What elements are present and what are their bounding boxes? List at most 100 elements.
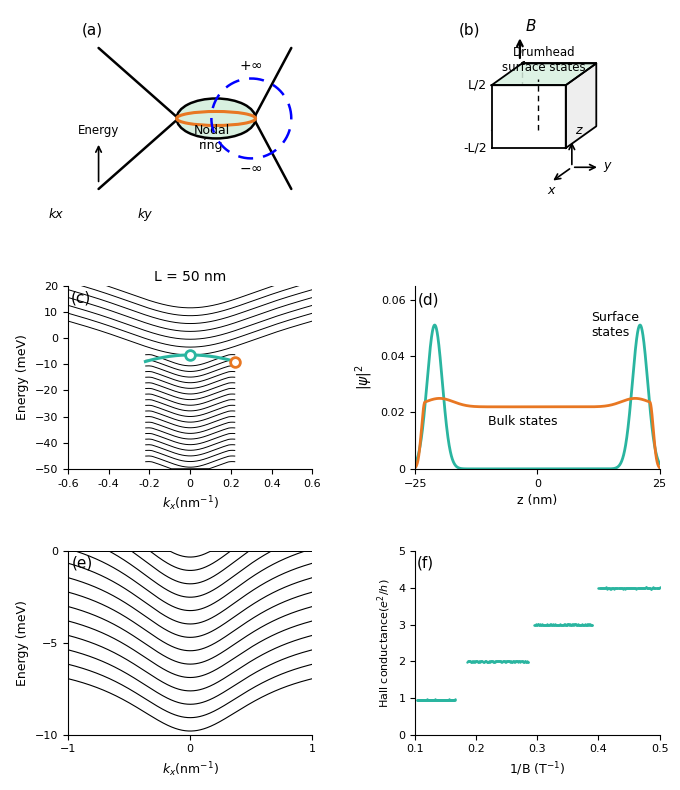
- Point: [431, 694, 442, 706]
- Point: [492, 655, 503, 668]
- Point: [515, 655, 526, 668]
- Point: [428, 694, 439, 706]
- Point: [432, 694, 443, 706]
- Point: [443, 694, 454, 706]
- Point: [626, 582, 636, 595]
- Point: [412, 694, 423, 706]
- Point: [635, 581, 646, 594]
- Point: [424, 694, 435, 706]
- Point: [601, 581, 612, 594]
- Point: [422, 694, 432, 706]
- Point: [554, 619, 564, 631]
- Point: [545, 618, 556, 630]
- Point: [483, 655, 494, 668]
- Point: [418, 693, 429, 705]
- Point: [566, 619, 577, 631]
- Point: [513, 655, 524, 668]
- Point: [475, 655, 486, 668]
- Point: [547, 619, 558, 631]
- Point: [507, 656, 517, 668]
- Point: [415, 694, 426, 706]
- Point: [443, 694, 454, 706]
- Point: [519, 655, 530, 668]
- Point: [420, 694, 430, 706]
- Point: [649, 581, 660, 594]
- Point: [534, 618, 545, 630]
- Point: [586, 619, 597, 631]
- Point: [428, 694, 439, 706]
- Text: (e): (e): [71, 556, 93, 571]
- Point: [534, 619, 545, 631]
- Point: [418, 694, 429, 706]
- Point: [483, 655, 494, 668]
- Point: [600, 581, 611, 593]
- Point: [425, 694, 436, 706]
- Point: [577, 619, 588, 631]
- Point: [578, 619, 589, 632]
- Point: [517, 655, 528, 668]
- Point: [641, 581, 651, 594]
- Point: [564, 619, 575, 631]
- Point: [622, 581, 633, 594]
- Point: [600, 581, 611, 594]
- Point: [623, 581, 634, 594]
- Point: [483, 654, 494, 667]
- Point: [564, 618, 575, 630]
- X-axis label: $k_x$(nm$^{-1}$): $k_x$(nm$^{-1}$): [162, 495, 219, 513]
- Point: [497, 655, 508, 668]
- Point: [432, 694, 443, 706]
- Point: [517, 655, 528, 668]
- Point: [442, 694, 453, 706]
- Point: [429, 694, 440, 706]
- Point: [426, 694, 437, 706]
- Point: [439, 694, 449, 706]
- Point: [645, 581, 656, 594]
- Point: [523, 655, 534, 668]
- Point: [420, 694, 431, 706]
- Point: [509, 655, 520, 668]
- Point: [438, 694, 449, 706]
- Point: [421, 693, 432, 705]
- Point: [432, 694, 443, 706]
- Point: [471, 655, 481, 668]
- Point: [426, 694, 437, 706]
- Point: [494, 655, 505, 668]
- Point: [625, 582, 636, 595]
- Point: [420, 694, 431, 706]
- Point: [441, 694, 452, 706]
- Point: [429, 694, 440, 706]
- Point: [496, 656, 507, 668]
- Point: [567, 618, 578, 630]
- Point: [482, 656, 493, 668]
- Point: [535, 619, 546, 631]
- Point: [621, 581, 632, 594]
- Text: $x$: $x$: [547, 184, 557, 197]
- Point: [439, 694, 450, 706]
- Point: [549, 619, 560, 631]
- Point: [630, 581, 641, 594]
- Point: [583, 619, 594, 631]
- Point: [464, 655, 475, 668]
- Point: [536, 619, 547, 631]
- Point: [556, 619, 566, 631]
- Point: [626, 582, 636, 595]
- Point: [499, 655, 510, 668]
- Point: [643, 581, 653, 594]
- Point: [645, 582, 656, 595]
- Point: [599, 581, 610, 594]
- Point: [616, 581, 627, 594]
- Point: [532, 619, 543, 631]
- Point: [607, 581, 617, 594]
- Point: [537, 619, 548, 631]
- Point: [633, 582, 644, 595]
- Point: [422, 694, 433, 706]
- Point: [593, 581, 604, 594]
- Point: [538, 619, 549, 631]
- Point: [643, 582, 653, 595]
- X-axis label: z (nm): z (nm): [517, 495, 558, 507]
- Point: [414, 694, 425, 706]
- Point: [532, 618, 543, 630]
- Point: [437, 694, 448, 706]
- Point: [447, 694, 458, 706]
- Point: [567, 619, 578, 631]
